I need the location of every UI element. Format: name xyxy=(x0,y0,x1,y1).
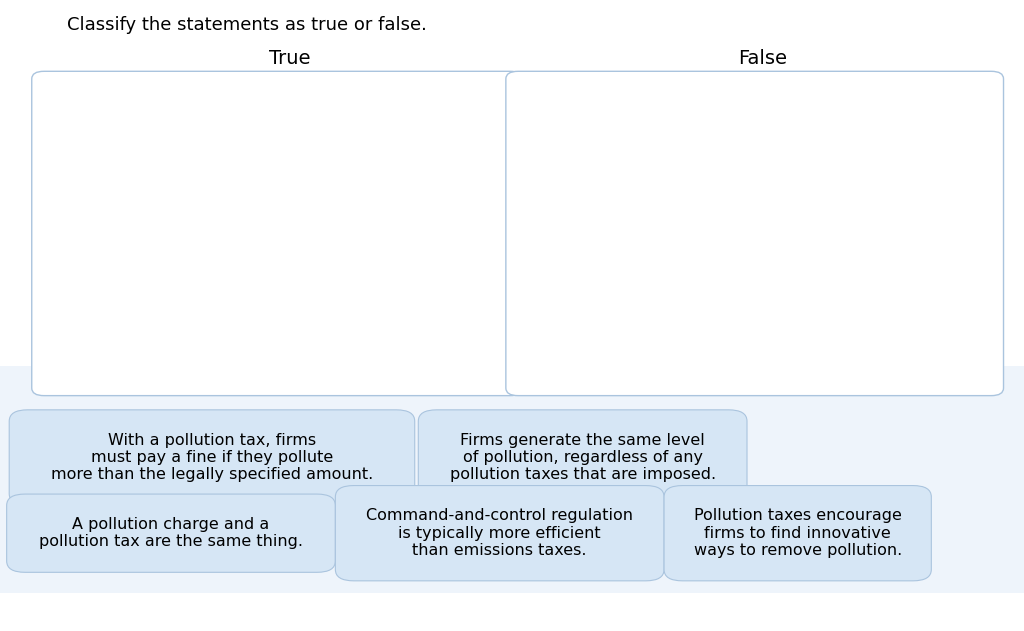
Text: False: False xyxy=(738,49,787,68)
FancyBboxPatch shape xyxy=(0,366,1024,593)
Text: Firms generate the same level
of pollution, regardless of any
pollution taxes th: Firms generate the same level of polluti… xyxy=(450,433,716,482)
Text: Classify the statements as true or false.: Classify the statements as true or false… xyxy=(67,16,426,34)
FancyBboxPatch shape xyxy=(418,410,746,505)
FancyBboxPatch shape xyxy=(7,494,335,572)
Text: True: True xyxy=(269,49,310,68)
FancyBboxPatch shape xyxy=(9,410,415,505)
Text: A pollution charge and a
pollution tax are the same thing.: A pollution charge and a pollution tax a… xyxy=(39,517,303,550)
FancyBboxPatch shape xyxy=(336,486,664,581)
FancyBboxPatch shape xyxy=(664,486,932,581)
FancyBboxPatch shape xyxy=(32,71,522,396)
FancyBboxPatch shape xyxy=(506,71,1004,396)
Text: With a pollution tax, firms
must pay a fine if they pollute
more than the legall: With a pollution tax, firms must pay a f… xyxy=(51,433,373,482)
Text: Pollution taxes encourage
firms to find innovative
ways to remove pollution.: Pollution taxes encourage firms to find … xyxy=(693,509,902,558)
Text: Command-and-control regulation
is typically more efficient
than emissions taxes.: Command-and-control regulation is typica… xyxy=(367,509,633,558)
